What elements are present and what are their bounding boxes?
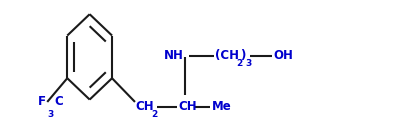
Text: C: C xyxy=(55,95,63,108)
Text: F: F xyxy=(38,95,46,108)
Text: 3: 3 xyxy=(245,59,251,68)
Text: ): ) xyxy=(240,49,246,62)
Text: Me: Me xyxy=(212,100,232,113)
Text: CH: CH xyxy=(135,100,153,113)
Text: 3: 3 xyxy=(48,110,54,119)
Text: (CH: (CH xyxy=(215,49,239,62)
Text: NH: NH xyxy=(163,49,183,62)
Text: 2: 2 xyxy=(236,59,242,68)
Text: OH: OH xyxy=(274,49,294,62)
Text: 2: 2 xyxy=(151,110,157,119)
Text: CH: CH xyxy=(179,100,197,113)
